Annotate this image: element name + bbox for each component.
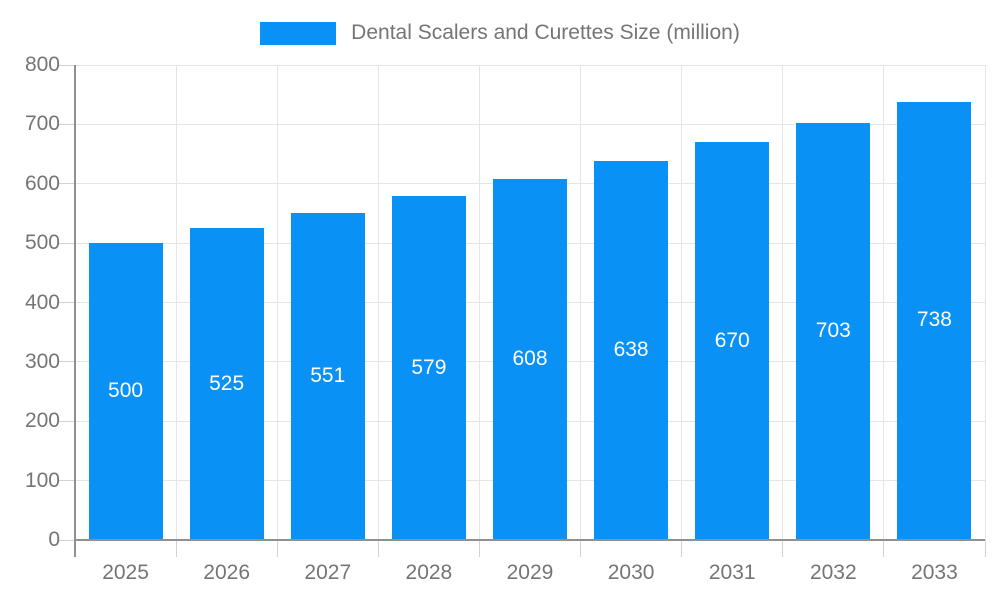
bar-value-label: 670: [714, 328, 750, 352]
gridline-vertical: [478, 65, 480, 540]
x-axis-tick: [74, 540, 76, 557]
y-axis-tick: [59, 480, 75, 482]
y-tick-label: 100: [24, 468, 60, 492]
bar-2025[interactable]: 500: [88, 243, 163, 539]
legend-swatch[interactable]: [260, 21, 337, 45]
bar-value-label: 579: [411, 355, 447, 379]
bar-2033[interactable]: 738: [897, 101, 972, 539]
y-axis-tick: [59, 420, 75, 422]
bar-value-label: 738: [916, 308, 952, 332]
gridline-vertical: [276, 65, 278, 540]
y-axis-tick: [59, 361, 75, 363]
x-axis-tick: [984, 540, 986, 557]
bar-2032[interactable]: 703: [796, 122, 871, 539]
x-axis-tick: [377, 540, 379, 557]
y-tick-label: 500: [24, 231, 60, 255]
y-axis-tick: [59, 183, 75, 185]
y-tick-label: 200: [24, 409, 60, 433]
y-axis-line: [74, 65, 76, 557]
bar-value-label: 703: [815, 318, 851, 342]
x-axis-tick: [478, 540, 480, 557]
x-tick-label: 2028: [405, 561, 453, 584]
bar-value-label: 551: [310, 363, 346, 387]
x-tick-label: 2025: [102, 561, 149, 584]
bar-value-label: 638: [613, 338, 649, 362]
x-tick-label: 2033: [911, 561, 958, 584]
x-tick-label: 2032: [809, 561, 857, 584]
y-tick-label: 600: [24, 171, 60, 195]
x-axis-tick: [681, 540, 683, 557]
y-axis-tick: [59, 539, 75, 541]
x-axis-tick: [175, 540, 177, 557]
legend[interactable]: Dental Scalers and Curettes Size (millio…: [0, 20, 1000, 46]
y-tick-label: 0: [48, 528, 60, 551]
x-tick-label: 2029: [506, 561, 554, 584]
bar-value-label: 608: [512, 347, 548, 370]
y-tick-label: 300: [24, 349, 60, 373]
gridline-horizontal: [75, 64, 985, 66]
y-axis-tick: [59, 302, 75, 303]
bar-2031[interactable]: 670: [695, 142, 770, 539]
bar-2030[interactable]: 638: [594, 161, 669, 539]
bar-2027[interactable]: 551: [290, 212, 365, 539]
gridline-vertical: [377, 65, 379, 540]
y-tick-label: 800: [24, 53, 60, 76]
x-axis-tick: [782, 540, 784, 557]
gridline-vertical: [984, 65, 986, 540]
y-tick-label: 700: [24, 112, 60, 136]
gridline-vertical: [580, 65, 582, 540]
gridline-vertical: [175, 65, 177, 540]
x-axis-line: [74, 539, 985, 541]
x-tick-label: 2030: [607, 561, 655, 584]
legend-label[interactable]: Dental Scalers and Curettes Size (millio…: [351, 21, 740, 44]
bar-2028[interactable]: 579: [391, 196, 466, 539]
bar-2029[interactable]: 608: [493, 179, 567, 539]
gridline-vertical: [883, 65, 885, 540]
bar-2026[interactable]: 525: [189, 228, 264, 539]
x-tick-label: 2027: [304, 561, 352, 584]
gridline-vertical: [782, 65, 784, 540]
x-axis-tick: [276, 540, 278, 557]
x-axis-tick: [580, 540, 582, 557]
x-axis-tick: [883, 540, 885, 557]
gridline-vertical: [681, 65, 683, 540]
x-tick-label: 2031: [708, 561, 756, 584]
x-tick-label: 2026: [203, 561, 251, 584]
y-tick-label: 400: [24, 290, 60, 314]
bar-value-label: 500: [108, 379, 144, 403]
y-axis-tick: [59, 242, 75, 244]
bar-value-label: 525: [209, 371, 245, 395]
y-axis-tick: [59, 64, 75, 66]
y-axis-tick: [59, 123, 75, 125]
